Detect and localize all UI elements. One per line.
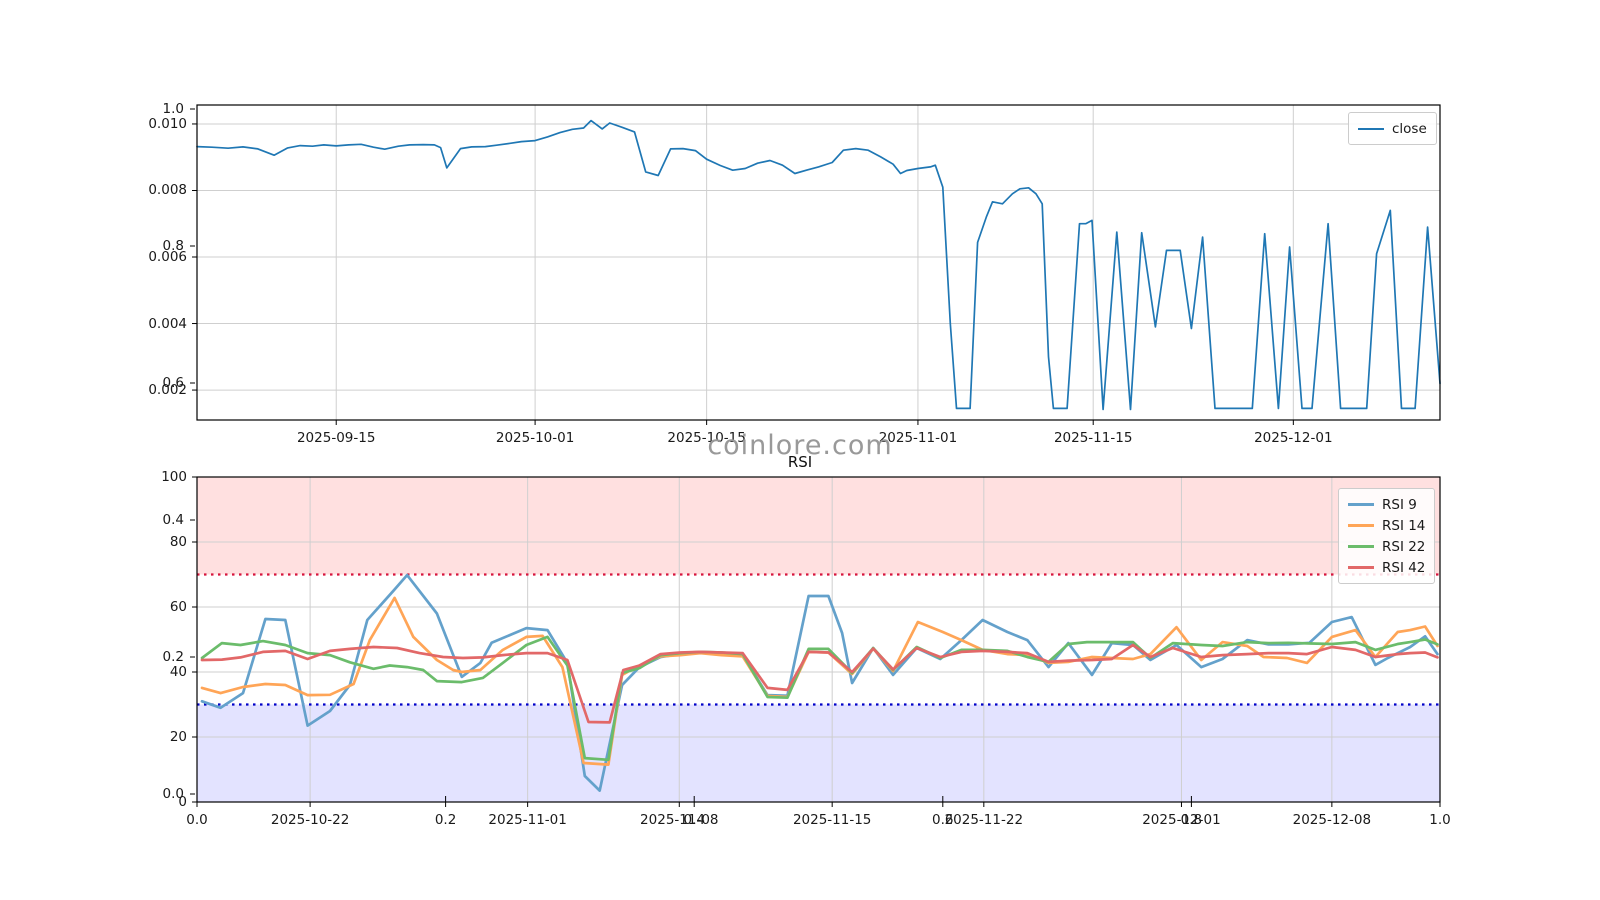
legend-line-sample [1358, 127, 1384, 130]
rsi-legend: RSI 9 RSI 14 RSI 22 RSI 42 [1338, 488, 1436, 584]
legend-entry: RSI 42 [1348, 557, 1425, 578]
legend-label: RSI 22 [1382, 538, 1426, 555]
rsi-xtick-label: 2025-12-01 [1142, 812, 1221, 828]
rsi-panel-title: RSI [787, 453, 813, 471]
price-ytick-label: 0.008 [148, 182, 187, 199]
legend-line-sample [1348, 566, 1374, 569]
legend-label: close [1392, 120, 1427, 137]
watermark: coinlore.com [707, 430, 893, 461]
price-xtick-label: 2025-11-15 [1053, 430, 1133, 446]
rsi-xtick-label: 2025-11-01 [488, 812, 567, 828]
hidden-axis-xtick-label: 0.2 [434, 812, 457, 828]
rsi-ytick-label: 40 [169, 664, 187, 680]
price-xtick-label: 2025-09-15 [296, 430, 376, 446]
rsi-ytick-label: 20 [169, 729, 187, 745]
hidden-axis-ytick-label: 1.0 [162, 101, 184, 117]
price-xtick-label: 2025-10-01 [495, 430, 575, 446]
price-xtick-label: 2025-12-01 [1254, 430, 1333, 446]
rsi-ytick-label: 100 [161, 469, 187, 485]
rsi-ytick-label: 80 [169, 534, 187, 550]
legend-entry: RSI 22 [1348, 536, 1425, 557]
hidden-axis-ytick-label: 0.8 [162, 238, 184, 254]
price-series-close [196, 119, 1441, 411]
hidden-axis-ytick-label: 0.0 [162, 786, 184, 802]
hidden-axis-xtick-label: 0.0 [186, 812, 208, 828]
legend-label: RSI 14 [1382, 517, 1426, 534]
rsi-series-rsi-42 [200, 643, 1439, 724]
hidden-axis-ytick-label: 0.2 [162, 649, 184, 665]
legend-entry: RSI 14 [1348, 515, 1425, 536]
hidden-axis-ytick-label: 0.4 [162, 512, 184, 528]
hidden-axis-xtick-label: 1.0 [1429, 812, 1451, 828]
rsi-series-rsi-9 [200, 573, 1439, 792]
legend-entry: RSI 9 [1348, 494, 1425, 515]
legend-line-sample [1348, 545, 1374, 548]
rsi-xtick-label: 2025-10-22 [270, 812, 350, 828]
price-ytick-label: 0.010 [148, 115, 187, 132]
price-xtick-label: 2025-11-01 [878, 430, 958, 446]
hidden-axis-xtick-label: 0.4 [683, 812, 705, 828]
rsi-xtick-label: 2025-11-08 [640, 812, 719, 828]
price-ytick-label: 0.002 [148, 382, 187, 399]
price-ytick-label: 0.004 [148, 315, 187, 332]
hidden-axis-xtick-label: 0.6 [932, 812, 954, 828]
price-xtick-label: 2025-10-15 [667, 430, 746, 446]
hidden-axis-xtick-label: 0.8 [1180, 812, 1203, 828]
legend-line-sample [1348, 524, 1374, 527]
price-frame [196, 104, 1441, 421]
legend-label: RSI 42 [1382, 559, 1426, 576]
rsi-xtick-label: 2025-11-15 [792, 812, 872, 828]
legend-entry: close [1358, 118, 1427, 139]
price-legend: close [1348, 112, 1437, 145]
rsi-ytick-label: 0 [178, 794, 187, 810]
hidden-axis-ytick-label: 0.6 [162, 375, 184, 391]
legend-label: RSI 9 [1382, 496, 1417, 513]
rsi-ytick-label: 60 [169, 599, 187, 615]
rsi-series-rsi-22 [200, 635, 1439, 762]
price-ytick-label: 0.006 [148, 249, 187, 265]
rsi-xtick-label: 2025-12-08 [1292, 812, 1372, 828]
rsi-band [197, 477, 1440, 575]
rsi-band [197, 704, 1440, 802]
rsi-frame [196, 476, 1441, 803]
legend-line-sample [1348, 503, 1374, 506]
rsi-xtick-label: 2025-11-22 [944, 812, 1024, 828]
